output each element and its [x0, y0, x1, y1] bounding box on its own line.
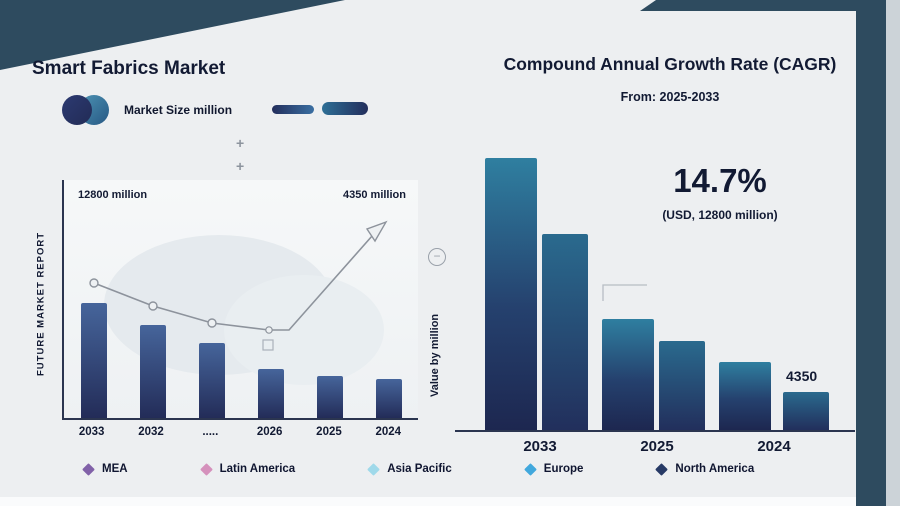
bar-slot [300, 376, 359, 418]
pill-decoration-small [272, 105, 314, 114]
legend-label: Latin America [219, 463, 296, 475]
plus-decoration: + [236, 158, 245, 174]
x-axis-label: 2024 [757, 438, 791, 455]
left-bars [64, 180, 418, 418]
pill-decoration-large [322, 102, 368, 115]
legend-label: Asia Pacific [387, 463, 452, 475]
bar-slot [64, 303, 123, 418]
bar-slot [123, 325, 182, 418]
diamond-marker-icon [367, 462, 381, 476]
right-edge-decoration [886, 0, 900, 506]
legend-item-mea: MEA [82, 462, 128, 476]
market-size-legend: Market Size million [62, 94, 232, 126]
diamond-marker-icon [655, 462, 669, 476]
legend-item-latin-america: Latin America [199, 462, 296, 476]
market-size-bar [316, 376, 343, 418]
left-chart-y-axis-label: FUTURE MARKET REPORT [35, 231, 47, 377]
sphere-icon [62, 94, 112, 126]
bar-slot [241, 369, 300, 418]
diamond-marker-icon [199, 462, 213, 476]
market-size-bar [198, 343, 225, 418]
x-axis-label: 2026 [256, 426, 283, 438]
legend-label: Europe [543, 463, 584, 475]
left-xlabels: 2033 2032..... 2026 2025 2024 [62, 426, 418, 438]
market-size-bar [375, 379, 402, 418]
market-size-bar [257, 369, 284, 418]
bar-slot [359, 379, 418, 418]
cagr-title: Compound Annual Growth Rate (CAGR) [503, 54, 837, 74]
x-axis-label: 2033 [523, 438, 557, 455]
cagr-value: 14.7% [673, 162, 767, 199]
x-axis-label: 2025 [316, 426, 342, 438]
cagr-detail: (USD, 12800 million) [662, 208, 778, 222]
step-line-decoration [602, 284, 647, 301]
top-strip-decoration [640, 0, 858, 11]
cagr-bar [719, 362, 771, 430]
cagr-bar [602, 319, 654, 430]
x-axis-label: 2025 [640, 438, 674, 455]
market-size-bar [139, 325, 166, 418]
market-size-chart: 12800 million 4350 million [62, 180, 418, 420]
bottom-bar-decoration [0, 497, 856, 506]
blob-decoration [224, 275, 384, 385]
start-value-annotation: 12800 million [78, 189, 148, 201]
diamond-marker-icon [523, 462, 537, 476]
x-axis-label: 2032 [138, 426, 164, 438]
market-size-legend-label: Market Size million [124, 103, 233, 117]
end-value-annotation: 4350 million [343, 189, 406, 201]
plus-decoration: + [236, 135, 245, 151]
x-axis-label: 2024 [375, 426, 402, 438]
diamond-marker-icon [82, 462, 95, 476]
square-decoration [262, 339, 274, 351]
footer-legend: MEA Latin America Asia Pacific Europe North … [82, 462, 755, 476]
minus-circle-icon: − [428, 248, 446, 266]
x-axis-label: 2033 [78, 426, 105, 438]
legend-item-north-america: North America [655, 462, 755, 476]
bar-group-2025 [602, 319, 705, 430]
legend-label: MEA [102, 463, 128, 475]
right-xlabels: 2033 2025 2024 [455, 438, 855, 455]
right-chart-y-axis-label: Value by million [429, 313, 441, 397]
right-band-decoration [856, 0, 886, 506]
cagr-bar [485, 158, 537, 430]
legend-label: North America [675, 463, 755, 475]
cagr-bar [783, 392, 829, 430]
bar-slot [182, 343, 241, 418]
value-2024-label: 4350 [786, 368, 818, 384]
bar-group-2024 [719, 362, 829, 430]
trend-line [89, 220, 388, 351]
x-axis-label: ..... [202, 426, 219, 438]
market-size-bar [80, 303, 107, 418]
right-groups [455, 150, 855, 430]
bar-group-2033 [485, 158, 588, 430]
legend-item-europe: Europe [523, 462, 584, 476]
legend-item-asia-pacific: Asia Pacific [367, 462, 452, 476]
cagr-subtitle: From: 2025-2033 [620, 90, 720, 104]
cagr-chart [455, 150, 855, 432]
cagr-bar [542, 234, 588, 430]
arrow-head-icon [365, 220, 388, 243]
cagr-bar [659, 341, 705, 430]
page-title: Smart Fabrics Market [32, 58, 226, 79]
